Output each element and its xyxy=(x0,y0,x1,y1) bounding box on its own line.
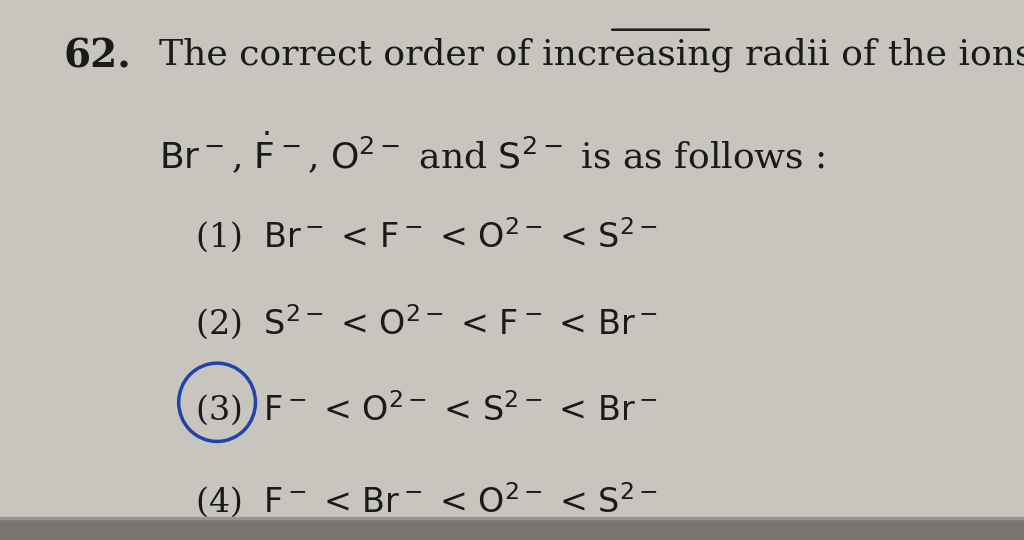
Text: $\mathrm{Br^-}$, $\mathrm{\dot{F}^-}$, $\mathrm{O^{2-}}$ and $\mathrm{S^{2-}}$ i: $\mathrm{Br^-}$, $\mathrm{\dot{F}^-}$, $… xyxy=(159,130,825,176)
Bar xyxy=(0,518,1024,540)
Text: (1)  $\mathrm{Br^-}$ < $\mathrm{F^-}$ < $\mathrm{O^{2-}}$ < $\mathrm{S^{2-}}$: (1) $\mathrm{Br^-}$ < $\mathrm{F^-}$ < $… xyxy=(195,216,657,255)
Text: (3)  $\mathrm{F^-}$ < $\mathrm{O^{2-}}$ < $\mathrm{S^{2-}}$ < $\mathrm{Br^-}$: (3) $\mathrm{F^-}$ < $\mathrm{O^{2-}}$ <… xyxy=(195,389,657,428)
Text: 62.: 62. xyxy=(63,38,131,76)
Text: (4)  $\mathrm{F^-}$ < $\mathrm{Br^-}$ < $\mathrm{O^{2-}}$ < $\mathrm{S^{2-}}$: (4) $\mathrm{F^-}$ < $\mathrm{Br^-}$ < $… xyxy=(195,481,657,520)
Text: (2)  $\mathrm{S^{2-}}$ < $\mathrm{O^{2-}}$ < $\mathrm{F^-}$ < $\mathrm{Br^-}$: (2) $\mathrm{S^{2-}}$ < $\mathrm{O^{2-}}… xyxy=(195,302,657,342)
Text: The correct order of increasing radii of the ions: The correct order of increasing radii of… xyxy=(159,38,1024,72)
